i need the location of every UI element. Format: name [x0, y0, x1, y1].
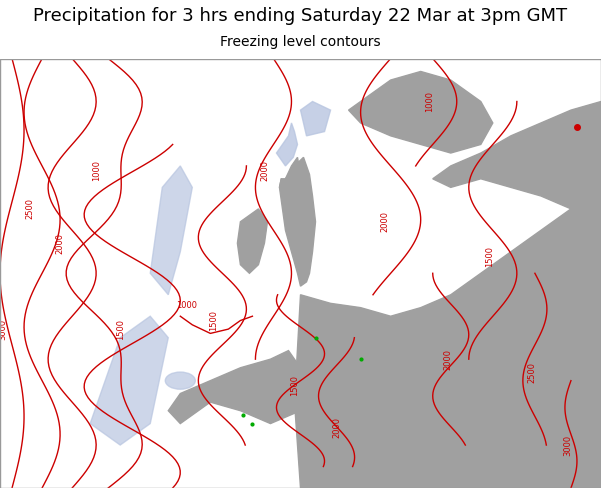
Text: 1000: 1000 [426, 91, 434, 112]
Text: 2500: 2500 [528, 362, 536, 383]
Text: 2000: 2000 [332, 417, 341, 438]
Polygon shape [150, 166, 192, 295]
Text: 3000: 3000 [0, 319, 7, 340]
Ellipse shape [165, 372, 195, 389]
Polygon shape [90, 316, 168, 445]
Text: 1500: 1500 [290, 374, 299, 395]
Text: 2000: 2000 [56, 233, 64, 254]
Text: 2000: 2000 [260, 160, 269, 181]
Text: 1500: 1500 [209, 310, 218, 331]
Text: Freezing level contours: Freezing level contours [220, 35, 381, 49]
Text: 2500: 2500 [26, 199, 34, 220]
Polygon shape [294, 187, 601, 488]
Polygon shape [300, 102, 331, 136]
Polygon shape [276, 123, 297, 166]
Text: Precipitation for 3 hrs ending Saturday 22 Mar at 3pm GMT: Precipitation for 3 hrs ending Saturday … [34, 7, 567, 25]
Polygon shape [279, 157, 316, 286]
Polygon shape [237, 209, 267, 273]
Polygon shape [349, 71, 493, 153]
Text: 1500: 1500 [486, 245, 494, 266]
Text: 1000: 1000 [176, 301, 197, 309]
Polygon shape [433, 102, 601, 209]
Polygon shape [168, 350, 313, 424]
Text: 2000: 2000 [380, 211, 389, 232]
Text: 3000: 3000 [564, 434, 572, 456]
Polygon shape [279, 157, 300, 196]
Text: 2000: 2000 [444, 349, 452, 370]
Text: 1000: 1000 [92, 160, 100, 181]
Text: 1500: 1500 [116, 319, 124, 340]
